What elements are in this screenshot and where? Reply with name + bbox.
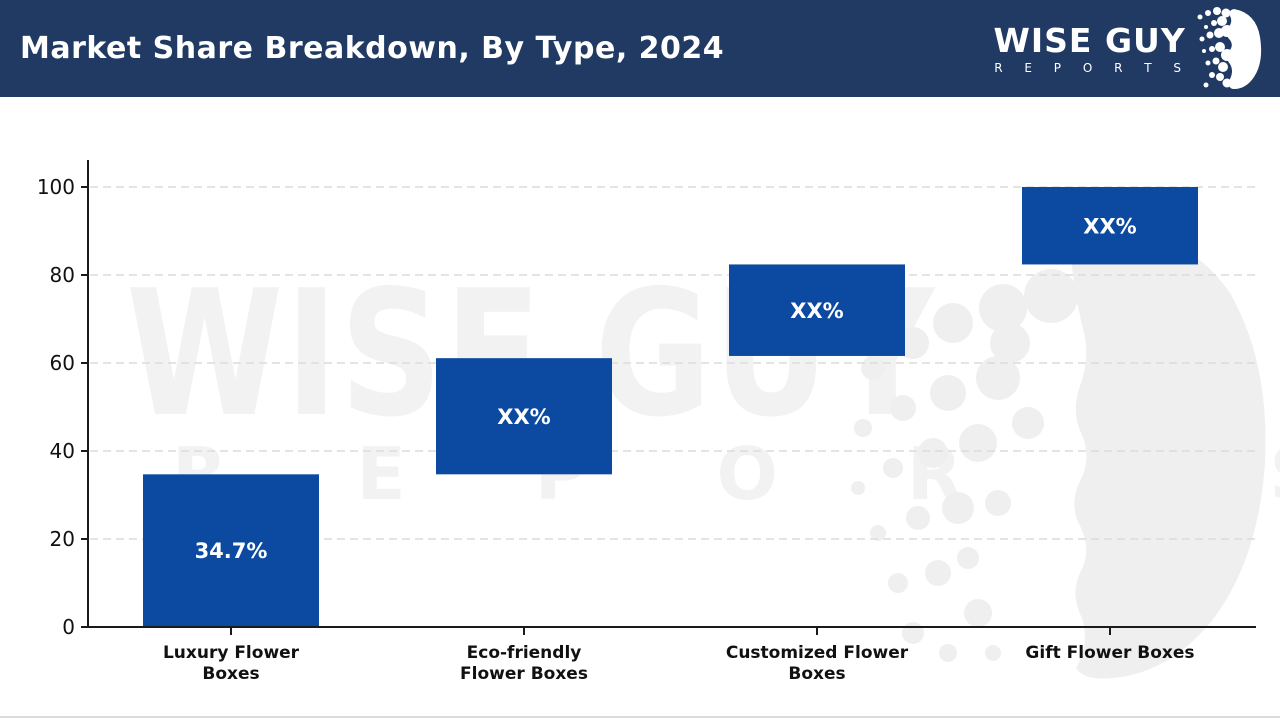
x-category-label: Luxury Flower	[163, 643, 300, 663]
logo-face-icon	[1197, 6, 1262, 89]
logo-text: WISE GUY R E P O R T S	[989, 24, 1190, 74]
watermark-face-dots-icon	[851, 222, 1266, 679]
header-bar: Market Share Breakdown, By Type, 2024 WI…	[0, 0, 1280, 97]
y-tick-label: 80	[50, 263, 75, 287]
y-tick-label: 100	[37, 175, 75, 199]
logo-wordmark: WISE GUY	[993, 20, 1186, 60]
bar-segment	[1022, 187, 1198, 265]
footer-divider	[0, 716, 1280, 718]
x-category-label: Gift Flower Boxes	[1025, 643, 1194, 663]
bar-segment	[436, 358, 612, 475]
bar-value-label: XX%	[497, 405, 550, 429]
y-tick-label: 60	[50, 351, 75, 375]
x-category-label: Boxes	[202, 664, 259, 684]
y-tick-label: 20	[50, 527, 75, 551]
x-category-label: Customized Flower	[726, 643, 909, 663]
bar-segment	[729, 264, 905, 356]
wiseguy-logo: WISE GUY R E P O R T S	[989, 6, 1266, 91]
bar-value-label: XX%	[1083, 214, 1136, 238]
x-category-label: Eco-friendly	[467, 643, 582, 663]
x-category-label: Boxes	[788, 664, 845, 684]
bar-segment	[143, 474, 319, 627]
x-category-label: Flower Boxes	[460, 664, 588, 684]
logo-subtitle: R E P O R T S	[994, 60, 1190, 75]
y-tick-label: 0	[62, 615, 75, 639]
page-title: Market Share Breakdown, By Type, 2024	[20, 31, 725, 66]
bar-value-label: XX%	[790, 299, 843, 323]
bar-value-label: 34.7%	[195, 539, 268, 563]
y-tick-label: 40	[50, 439, 75, 463]
